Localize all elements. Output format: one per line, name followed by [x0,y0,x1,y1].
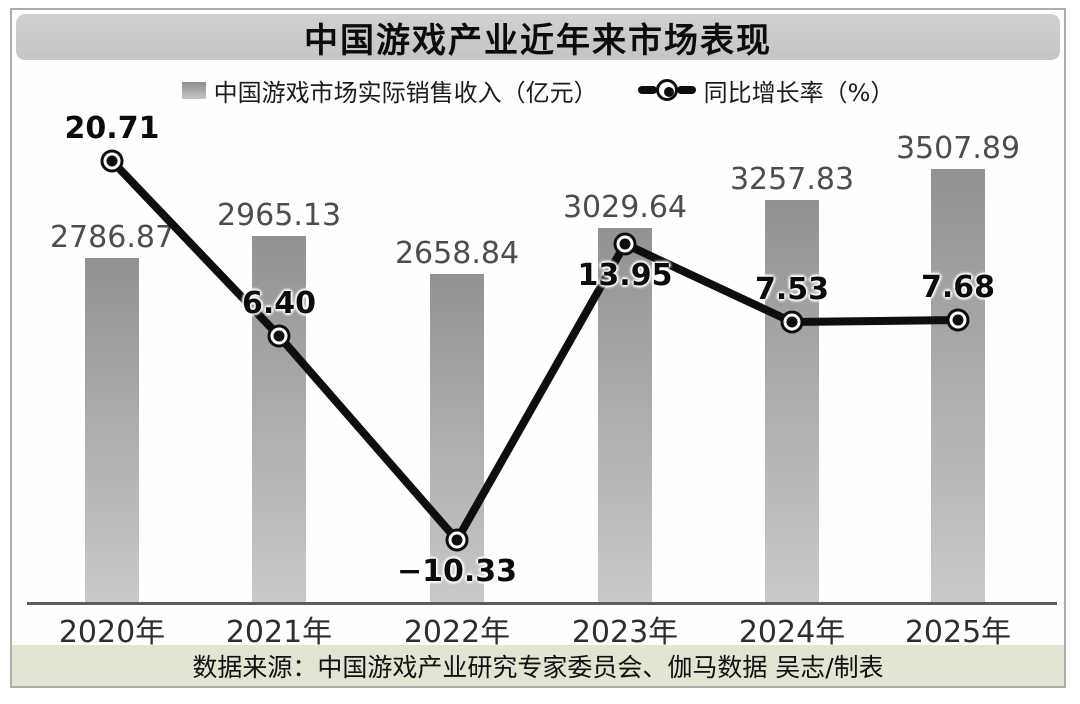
line-point-marker [267,324,291,348]
bar-value-label: 3257.83 [729,162,855,197]
chart-title: 中国游戏产业近年来市场表现 [304,20,772,61]
legend: 中国游戏市场实际销售收入（亿元） 同比增长率（%） [12,72,1064,108]
line-series-marker-icon [637,77,696,103]
bar-2022年 [430,274,484,603]
legend-item-growth: 同比增长率（%） [637,73,895,108]
bar-2024年 [765,200,819,603]
line-point-marker [780,310,804,334]
bar-value-label: 3029.64 [562,190,688,225]
line-value-label: 13.95 [577,258,673,293]
growth-line-path [108,157,962,544]
bar-value-label: 2965.13 [216,198,342,233]
bar-2023年 [598,228,652,603]
line-value-label: 7.68 [920,270,996,305]
bar-value-label: 2786.87 [49,220,175,255]
line-point-marker [946,308,970,332]
bar-value-label: 3507.89 [895,131,1021,166]
legend-line-label: 同比增长率（%） [703,78,895,107]
line-value-label: 7.53 [754,272,830,307]
source-bar: 数据来源：中国游戏产业研究专家委员会、伽马数据 吴志/制表 [12,645,1064,686]
bar-series-swatch-icon [181,81,206,99]
bar-2025年 [931,169,985,603]
line-value-label: 6.40 [241,286,317,321]
legend-item-revenue: 中国游戏市场实际销售收入（亿元） [181,73,598,108]
legend-bar-label: 中国游戏市场实际销售收入（亿元） [213,78,598,107]
chart-title-bar: 中国游戏产业近年来市场表现 [16,14,1060,61]
x-axis-line [27,602,1057,605]
line-point-dot [106,155,118,167]
line-value-label: 20.71 [64,111,160,146]
bar-2021年 [252,236,306,603]
line-point-dot [952,314,964,326]
line-point-dot [273,330,285,342]
line-point-marker [613,232,637,256]
chart-frame: 中国游戏产业近年来市场表现 中国游戏市场实际销售收入（亿元） 同比增长率（%） … [10,8,1066,688]
line-point-dot [451,534,463,546]
line-point-dot [786,316,798,328]
line-point-marker [445,528,469,552]
line-value-label: −10.33 [396,554,518,589]
line-point-dot [619,238,631,250]
source-text: 数据来源：中国游戏产业研究专家委员会、伽马数据 吴志/制表 [192,652,884,682]
bar-value-label: 2658.84 [394,236,520,271]
bar-2020年 [85,258,139,603]
line-point-marker [100,149,124,173]
